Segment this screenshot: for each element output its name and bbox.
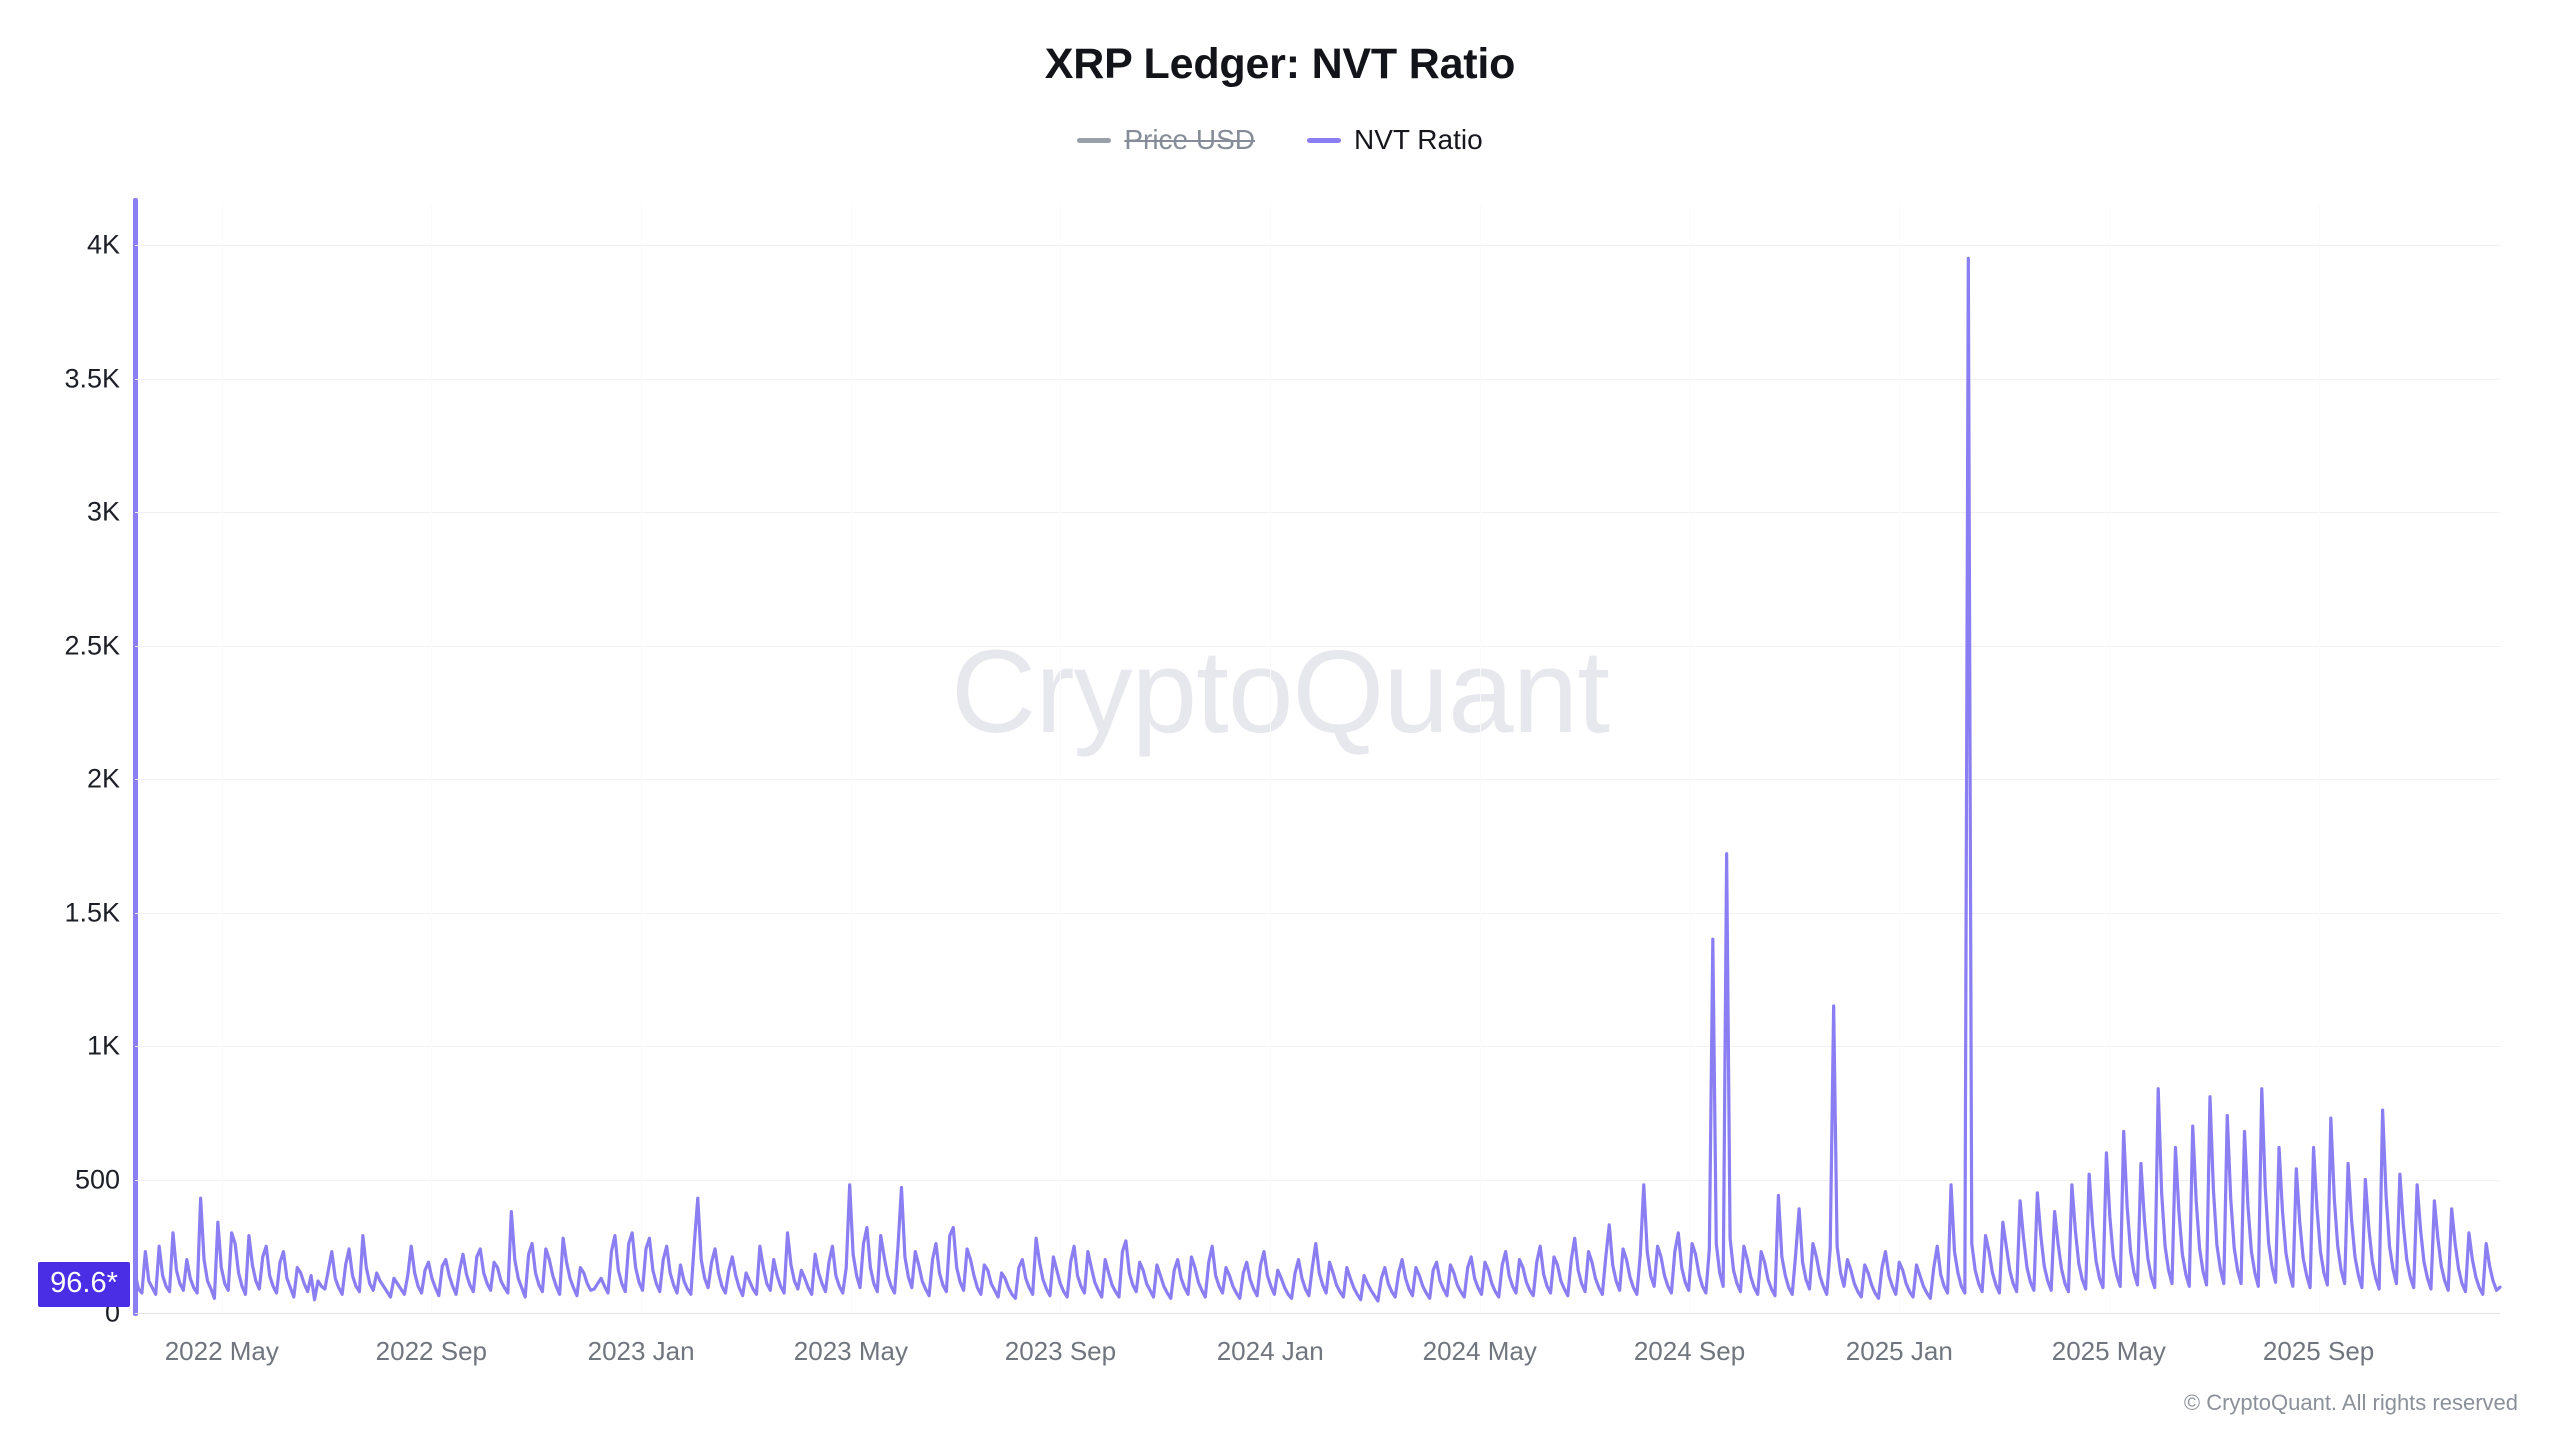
y-axis-tick-label: 3K (86, 496, 120, 527)
x-axis-tick-label: 2023 Sep (1004, 1336, 1117, 1366)
plot-area[interactable] (133, 205, 2502, 1314)
y-axis-tick-label: 500 (74, 1164, 120, 1194)
gridline (135, 1313, 2500, 1314)
x-axis-tick-label: 2022 Sep (375, 1336, 487, 1366)
x-axis-tick-label: 2022 May (164, 1336, 279, 1366)
chart-legend: Price USD NVT Ratio (0, 126, 2560, 154)
page-title: XRP Ledger: NVT Ratio (1044, 40, 1516, 88)
x-axis-tick-label: 2025 Sep (2262, 1336, 2375, 1366)
y-axis-tick-label: 2K (86, 763, 120, 794)
x-axis-tick-label: 2024 May (1422, 1336, 1537, 1366)
y-axis-line (133, 198, 138, 1316)
x-axis-tick-label: 2023 Jan (587, 1336, 695, 1366)
y-axis-tick-label: 1.5K (64, 897, 120, 928)
x-axis-tick-label: 2024 Sep (1633, 1336, 1746, 1366)
x-axis-tick-label: 2025 May (2051, 1336, 2166, 1366)
legend-swatch-nvt-ratio (1307, 137, 1342, 143)
x-axis-labels: 2022 May 2022 Sep 2023 Jan 2023 May 2023 Sep… (135, 1336, 2500, 1376)
copyright-footer: © CryptoQuant. All rights reserved (2183, 1390, 2518, 1415)
y-axis-tick-label: 1K (86, 1030, 120, 1061)
x-axis-tick-label: 2023 May (793, 1336, 908, 1366)
x-axis-tick-label: 2025 Jan (1845, 1336, 1953, 1366)
y-axis-tick-label: 3.5K (64, 363, 120, 394)
current-value-badge: 96.6* (38, 1262, 130, 1307)
legend-item-price-usd[interactable]: Price USD (1077, 126, 1255, 154)
legend-swatch-price-usd (1077, 137, 1112, 143)
legend-label-price-usd: Price USD (1124, 124, 1256, 155)
x-axis-tick-label: 2024 Jan (1216, 1336, 1324, 1366)
y-axis-labels: 0 500 1K 1.5K 2K 2.5K 3K 3.5K 4K (0, 205, 120, 1328)
legend-item-nvt-ratio[interactable]: NVT Ratio (1307, 126, 1483, 154)
series-line-nvt-ratio (133, 256, 2502, 1303)
series-nvt-ratio (133, 256, 2502, 1303)
y-axis-tick-label: 2.5K (64, 630, 120, 661)
y-axis-tick-label: 4K (86, 229, 120, 260)
legend-label-nvt-ratio: NVT Ratio (1354, 124, 1483, 155)
